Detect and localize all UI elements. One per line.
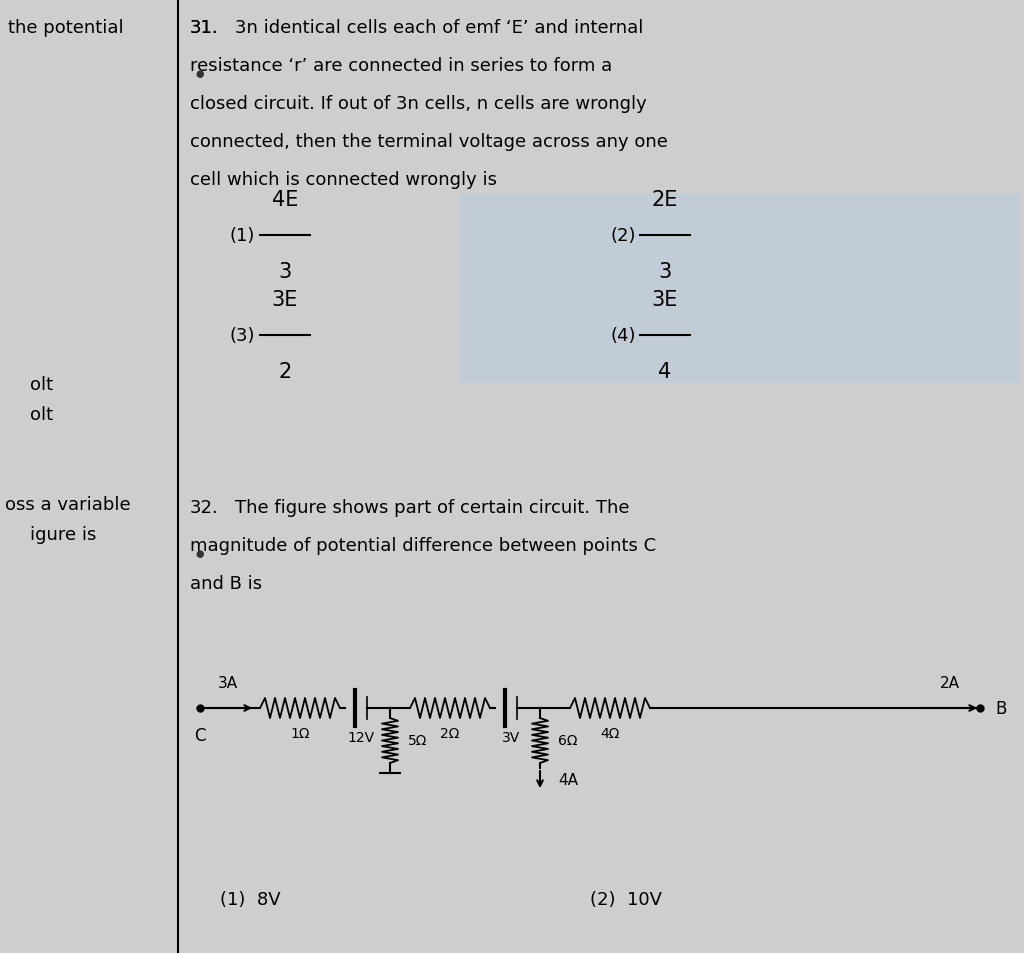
Text: 2: 2: [279, 361, 292, 381]
Text: (2)  10V: (2) 10V: [590, 890, 662, 908]
Text: 3E: 3E: [652, 290, 678, 310]
Text: igure is: igure is: [30, 525, 96, 543]
Text: the potential: the potential: [8, 19, 124, 37]
Text: (4): (4): [610, 327, 636, 345]
Text: (1)  8V: (1) 8V: [220, 890, 281, 908]
Text: olt: olt: [30, 406, 53, 423]
Text: 3V: 3V: [502, 730, 520, 744]
Text: 3: 3: [658, 262, 672, 282]
Text: (1): (1): [230, 227, 255, 245]
Text: 3E: 3E: [271, 290, 298, 310]
Text: 1Ω: 1Ω: [290, 726, 309, 740]
Text: 4Ω: 4Ω: [600, 726, 620, 740]
Text: 2A: 2A: [940, 676, 961, 690]
Text: ●: ●: [195, 548, 204, 558]
Text: 6Ω: 6Ω: [558, 734, 578, 748]
Text: magnitude of potential difference between points C: magnitude of potential difference betwee…: [190, 537, 656, 555]
Text: 2Ω: 2Ω: [440, 726, 460, 740]
Bar: [460, 193, 1020, 384]
Text: closed circuit. If out of 3n cells, n cells are wrongly: closed circuit. If out of 3n cells, n ce…: [190, 95, 647, 112]
Text: olt: olt: [30, 375, 53, 394]
Text: 4E: 4E: [271, 190, 298, 210]
Text: connected, then the terminal voltage across any one: connected, then the terminal voltage acr…: [190, 132, 668, 151]
Text: C: C: [195, 726, 206, 744]
Text: 5Ω: 5Ω: [408, 734, 427, 748]
Text: (2): (2): [610, 227, 636, 245]
Text: 2E: 2E: [652, 190, 678, 210]
Text: 31.: 31.: [190, 19, 219, 37]
Text: resistance ‘r’ are connected in series to form a: resistance ‘r’ are connected in series t…: [190, 57, 612, 75]
Text: oss a variable: oss a variable: [5, 496, 131, 514]
Text: 31.: 31.: [190, 19, 219, 37]
Text: The figure shows part of certain circuit. The: The figure shows part of certain circuit…: [234, 498, 630, 517]
Text: (3): (3): [230, 327, 256, 345]
Text: ●: ●: [195, 69, 204, 79]
Text: and B is: and B is: [190, 575, 262, 593]
Text: 12V: 12V: [347, 730, 375, 744]
Text: B: B: [995, 700, 1007, 718]
Text: 3n identical cells each of emf ‘E’ and internal: 3n identical cells each of emf ‘E’ and i…: [234, 19, 643, 37]
Text: 4: 4: [658, 361, 672, 381]
Text: 3A: 3A: [217, 676, 238, 690]
Text: 4A: 4A: [558, 772, 578, 787]
Text: cell which is connected wrongly is: cell which is connected wrongly is: [190, 171, 497, 189]
Text: 3: 3: [279, 262, 292, 282]
Text: 32.: 32.: [190, 498, 219, 517]
